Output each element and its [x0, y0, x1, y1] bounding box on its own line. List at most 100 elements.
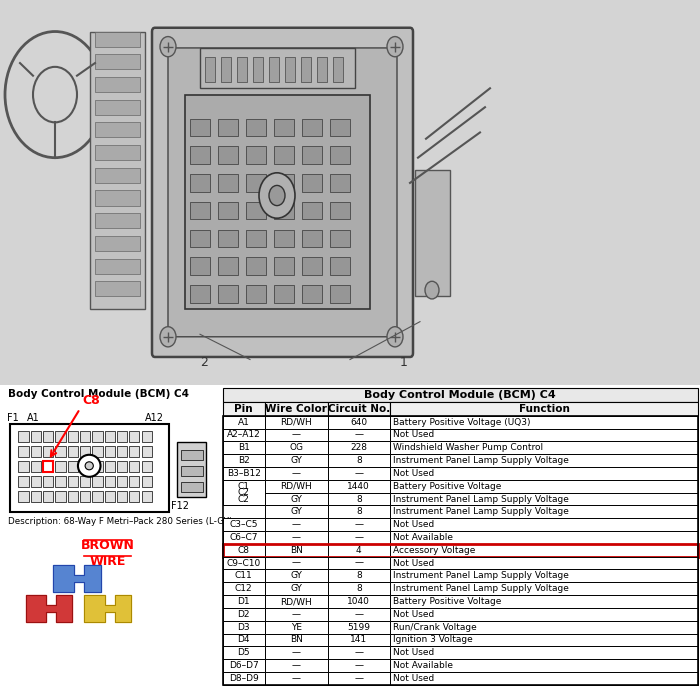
Circle shape — [269, 185, 285, 205]
Text: A12: A12 — [145, 413, 164, 423]
Bar — [31, 446, 41, 457]
Bar — [223, 493, 265, 506]
Text: Not Available: Not Available — [393, 533, 453, 542]
Text: RD/WH: RD/WH — [280, 418, 312, 427]
Text: GY: GY — [290, 456, 302, 465]
Bar — [328, 556, 390, 570]
Text: —: — — [292, 661, 301, 670]
Circle shape — [160, 36, 176, 57]
Bar — [390, 659, 698, 672]
Bar — [223, 570, 265, 583]
Bar — [246, 229, 266, 247]
Bar — [265, 467, 328, 480]
Text: —: — — [354, 610, 363, 619]
Text: Not Used: Not Used — [393, 520, 435, 529]
Bar — [223, 595, 265, 608]
Bar — [223, 402, 265, 416]
Bar — [223, 646, 265, 659]
Bar — [328, 583, 390, 595]
Text: D8–D9: D8–D9 — [229, 674, 258, 683]
Bar — [80, 446, 90, 457]
Text: D2: D2 — [237, 610, 250, 619]
Text: —: — — [354, 469, 363, 478]
Bar — [330, 229, 350, 247]
Bar — [223, 621, 265, 633]
Bar — [223, 672, 265, 685]
Bar — [223, 467, 265, 480]
Text: Wire Color: Wire Color — [265, 404, 327, 414]
Bar — [218, 285, 238, 303]
Bar — [390, 672, 698, 685]
Text: Instrument Panel Lamp Supply Voltage: Instrument Panel Lamp Supply Voltage — [393, 584, 569, 593]
Bar — [104, 446, 115, 457]
Bar — [390, 595, 698, 608]
Bar — [92, 446, 103, 457]
Bar — [223, 480, 265, 493]
Bar — [95, 54, 140, 69]
Bar — [18, 431, 29, 442]
Text: 8: 8 — [356, 456, 362, 465]
Bar — [390, 480, 698, 493]
Text: 8: 8 — [356, 584, 362, 593]
Polygon shape — [53, 565, 101, 592]
Polygon shape — [90, 32, 145, 309]
Bar — [415, 170, 450, 296]
Text: C2: C2 — [238, 495, 250, 504]
Text: Battery Positive Voltage: Battery Positive Voltage — [393, 482, 501, 491]
Bar — [328, 608, 390, 621]
Circle shape — [160, 327, 176, 347]
Bar — [330, 174, 350, 192]
Bar — [390, 454, 698, 467]
Bar — [80, 476, 90, 487]
Bar — [302, 202, 322, 219]
Bar — [43, 461, 53, 472]
Bar — [223, 416, 698, 685]
Text: —: — — [354, 533, 363, 542]
Bar — [181, 450, 203, 460]
Text: Not Used: Not Used — [393, 431, 435, 440]
Bar — [223, 583, 265, 595]
Bar — [390, 441, 698, 454]
Bar — [223, 659, 265, 672]
Circle shape — [78, 455, 101, 477]
Text: C6–C7: C6–C7 — [230, 533, 258, 542]
Text: BROWN: BROWN — [80, 539, 134, 552]
Circle shape — [85, 462, 93, 470]
Bar — [68, 431, 78, 442]
Text: Function: Function — [519, 404, 570, 414]
Bar — [223, 544, 698, 556]
Bar — [265, 518, 328, 531]
Bar — [68, 461, 78, 472]
Bar — [390, 646, 698, 659]
Bar — [390, 416, 698, 429]
Bar — [269, 57, 279, 82]
Bar — [328, 531, 390, 544]
Text: A1: A1 — [238, 418, 250, 427]
Bar — [265, 506, 328, 518]
Bar — [265, 480, 328, 493]
Text: Run/Crank Voltage: Run/Crank Voltage — [393, 622, 477, 631]
Bar — [223, 518, 265, 531]
Text: C8: C8 — [82, 394, 100, 407]
Bar — [18, 446, 29, 457]
Text: Windshield Washer Pump Control: Windshield Washer Pump Control — [393, 443, 543, 452]
Text: —: — — [354, 431, 363, 440]
Bar — [328, 570, 390, 583]
Bar — [328, 402, 390, 416]
Text: 1040: 1040 — [347, 597, 370, 606]
Bar — [31, 476, 41, 487]
Bar — [80, 431, 90, 442]
Bar — [246, 174, 266, 192]
Bar — [265, 441, 328, 454]
Bar — [117, 461, 127, 472]
Bar — [185, 95, 370, 309]
Bar — [265, 646, 328, 659]
Bar — [265, 633, 328, 646]
Bar — [95, 190, 140, 205]
Bar — [302, 174, 322, 192]
Bar — [390, 493, 698, 506]
Bar — [117, 431, 127, 442]
Bar — [302, 258, 322, 275]
Bar — [274, 258, 294, 275]
Text: F12: F12 — [172, 501, 189, 511]
